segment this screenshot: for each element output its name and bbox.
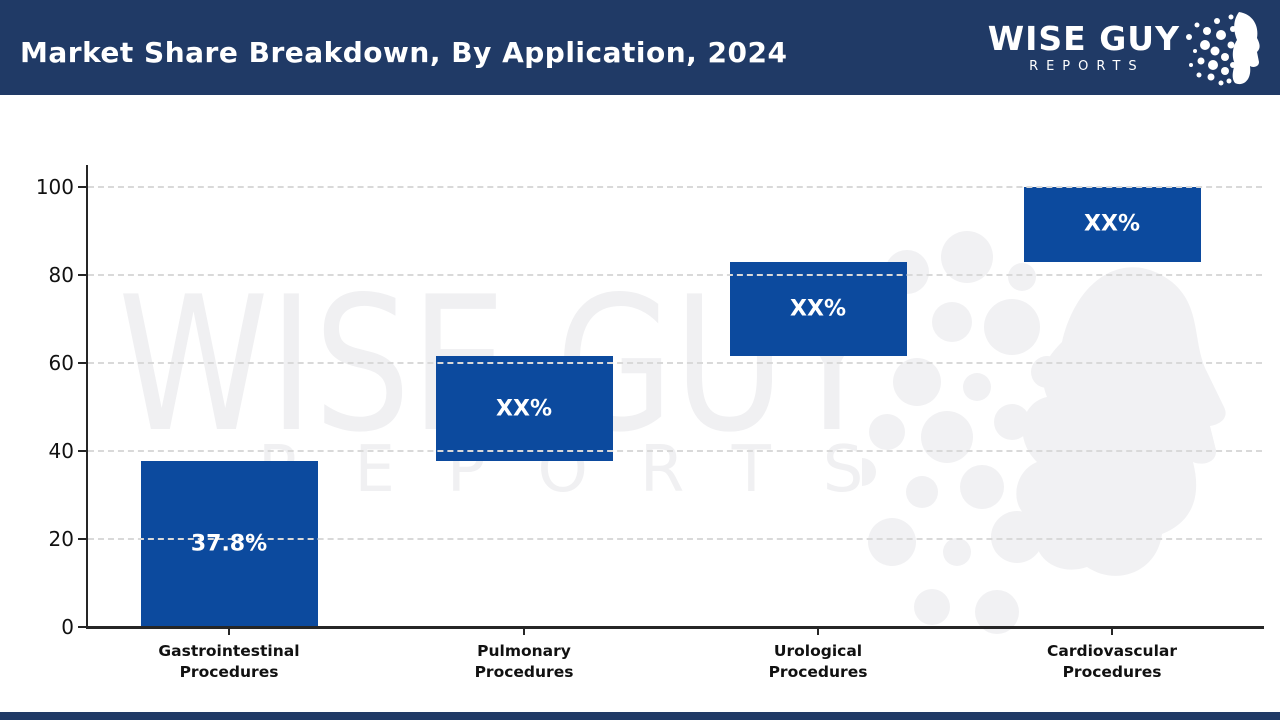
x-axis-category-label: Urological Procedures bbox=[698, 641, 938, 683]
bar-segment bbox=[1023, 187, 1201, 262]
gridline bbox=[88, 538, 1262, 540]
brand-logo-line2: REPORTS bbox=[1029, 58, 1145, 74]
x-axis-category-line1: Cardiovascular bbox=[1047, 642, 1177, 660]
x-axis-category-label: Pulmonary Procedures bbox=[404, 641, 644, 683]
bar-value-label: 37.8% bbox=[190, 531, 268, 557]
y-axis-tick-label: 80 bbox=[48, 263, 74, 287]
brand-logo: WISE GUY REPORTS bbox=[988, 6, 1262, 90]
x-axis-tick bbox=[228, 627, 230, 635]
x-axis-tick bbox=[817, 627, 819, 635]
header-bar: Market Share Breakdown, By Application, … bbox=[0, 0, 1280, 95]
y-axis-spine bbox=[86, 165, 88, 629]
x-axis-category-label: Cardiovascular Procedures bbox=[992, 641, 1232, 683]
bar-segment bbox=[140, 460, 318, 627]
x-axis-category-line2: Procedures bbox=[474, 662, 574, 681]
bar-segment bbox=[435, 356, 613, 461]
x-axis-category-line2: Procedures bbox=[179, 662, 279, 681]
chart-title: Market Share Breakdown, By Application, … bbox=[20, 36, 788, 69]
x-axis-category-line1: Pulmonary bbox=[477, 642, 571, 660]
gridline bbox=[88, 362, 1262, 364]
gridline bbox=[88, 186, 1262, 188]
brand-logo-head-icon bbox=[1186, 12, 1260, 86]
gridline bbox=[88, 274, 1262, 276]
x-axis-tick bbox=[1111, 627, 1113, 635]
y-axis-tick bbox=[78, 274, 87, 276]
y-axis-tick bbox=[78, 450, 87, 452]
x-axis-category-line1: Urological bbox=[773, 642, 863, 660]
bar-value-label: XX% bbox=[496, 396, 552, 422]
y-axis-tick bbox=[78, 362, 87, 364]
y-axis-tick-label: 0 bbox=[61, 615, 74, 639]
x-axis-category-label: Gastrointestinal Procedures bbox=[109, 641, 349, 683]
bar-value-label: XX% bbox=[1084, 211, 1140, 237]
brand-logo-text: WISE GUY REPORTS bbox=[988, 22, 1180, 74]
bar-value-label: XX% bbox=[790, 296, 846, 322]
y-axis-tick-label: 20 bbox=[48, 527, 74, 551]
x-axis-tick bbox=[523, 627, 525, 635]
y-axis-tick-label: 60 bbox=[48, 351, 74, 375]
gridline bbox=[88, 450, 1262, 452]
y-axis-tick-label: 100 bbox=[35, 175, 74, 199]
brand-logo-line1: WISE GUY bbox=[987, 19, 1180, 59]
x-axis-category-line2: Procedures bbox=[768, 662, 868, 681]
bar-segment bbox=[729, 261, 907, 357]
footer-bar bbox=[0, 712, 1280, 720]
x-axis-spine bbox=[86, 626, 1264, 629]
y-axis-tick-label: 40 bbox=[48, 439, 74, 463]
y-axis-tick bbox=[78, 626, 87, 628]
x-axis-category-line1: Gastrointestinal bbox=[158, 642, 300, 660]
y-axis-tick bbox=[78, 538, 87, 540]
y-axis-tick bbox=[78, 186, 87, 188]
x-axis-category-line2: Procedures bbox=[1062, 662, 1162, 681]
